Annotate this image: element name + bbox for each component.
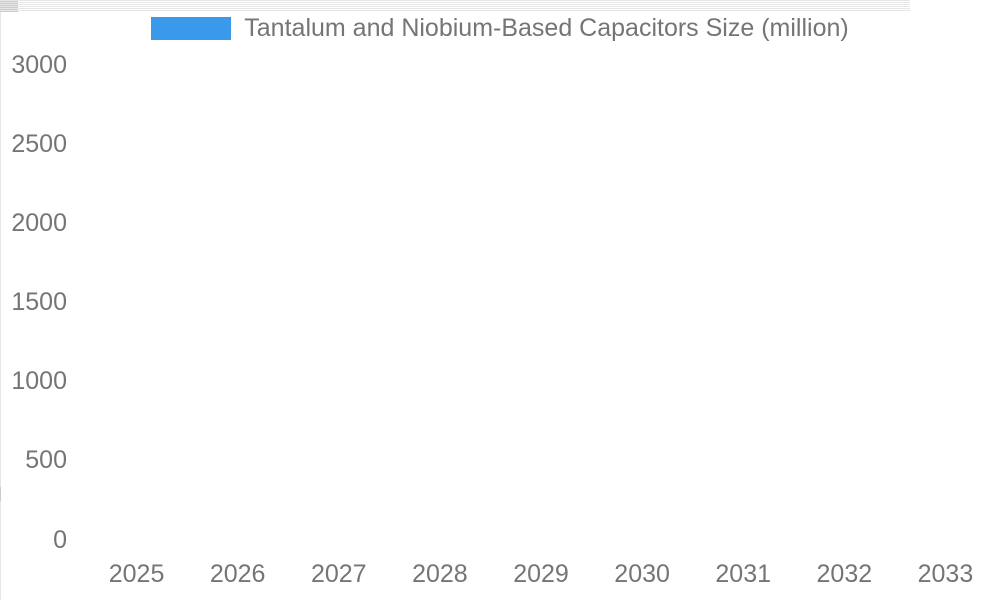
gridline-h bbox=[0, 10, 910, 11]
y-tick-mark bbox=[0, 3, 18, 4]
y-tick-mark bbox=[0, 11, 18, 12]
x-tick-mark bbox=[0, 486, 1, 501]
y-tick-label: 500 bbox=[25, 446, 67, 475]
y-tick-label: 1500 bbox=[11, 288, 67, 317]
y-tick-label: 0 bbox=[53, 525, 67, 554]
x-tick-label: 2030 bbox=[614, 560, 670, 588]
legend-label: Tantalum and Niobium-Based Capacitors Si… bbox=[244, 14, 849, 42]
x-tick-label: 2032 bbox=[816, 560, 873, 588]
bar-value-label: 2586 bbox=[917, 320, 974, 349]
bar-value-label: 2108 bbox=[614, 358, 670, 387]
y-tick-mark bbox=[0, 9, 18, 10]
legend-swatch bbox=[151, 16, 232, 40]
y-tick-mark bbox=[0, 1, 18, 2]
gridline-h bbox=[0, 4, 910, 5]
bar-value-label: 2416 bbox=[816, 334, 873, 363]
x-tick-label: 2033 bbox=[917, 560, 974, 588]
gridline-v bbox=[0, 500, 1, 600]
x-tick-label: 2029 bbox=[513, 560, 569, 588]
x-tick-label: 2027 bbox=[310, 560, 367, 588]
y-tick-mark bbox=[0, 5, 18, 6]
y-tick-label: 1000 bbox=[11, 367, 67, 396]
gridline-h bbox=[0, 2, 910, 3]
y-tick-mark bbox=[0, 7, 18, 8]
bar-value-label: 1969 bbox=[513, 369, 569, 398]
legend[interactable]: Tantalum and Niobium-Based Capacitors Si… bbox=[0, 13, 1000, 43]
gridline-v bbox=[0, 12, 1, 487]
x-tick-label: 2028 bbox=[412, 560, 468, 588]
bar-value-label: 1839 bbox=[412, 380, 468, 409]
bar-value-label: 1605 bbox=[209, 398, 266, 427]
bar-value-label: 2257 bbox=[715, 347, 772, 375]
gridline-h bbox=[0, 6, 910, 7]
gridline-h bbox=[0, 8, 910, 9]
bar-value-label: 1718 bbox=[310, 389, 367, 418]
gridline-h bbox=[0, 0, 910, 1]
y-tick-label: 3000 bbox=[11, 51, 67, 79]
bar-value-label: 1500 bbox=[108, 406, 165, 435]
x-tick-label: 2025 bbox=[108, 560, 165, 588]
y-tick-label: 2500 bbox=[11, 130, 67, 159]
x-tick-label: 2031 bbox=[715, 560, 772, 588]
y-tick-label: 2000 bbox=[11, 209, 67, 238]
x-tick-label: 2026 bbox=[209, 560, 266, 588]
